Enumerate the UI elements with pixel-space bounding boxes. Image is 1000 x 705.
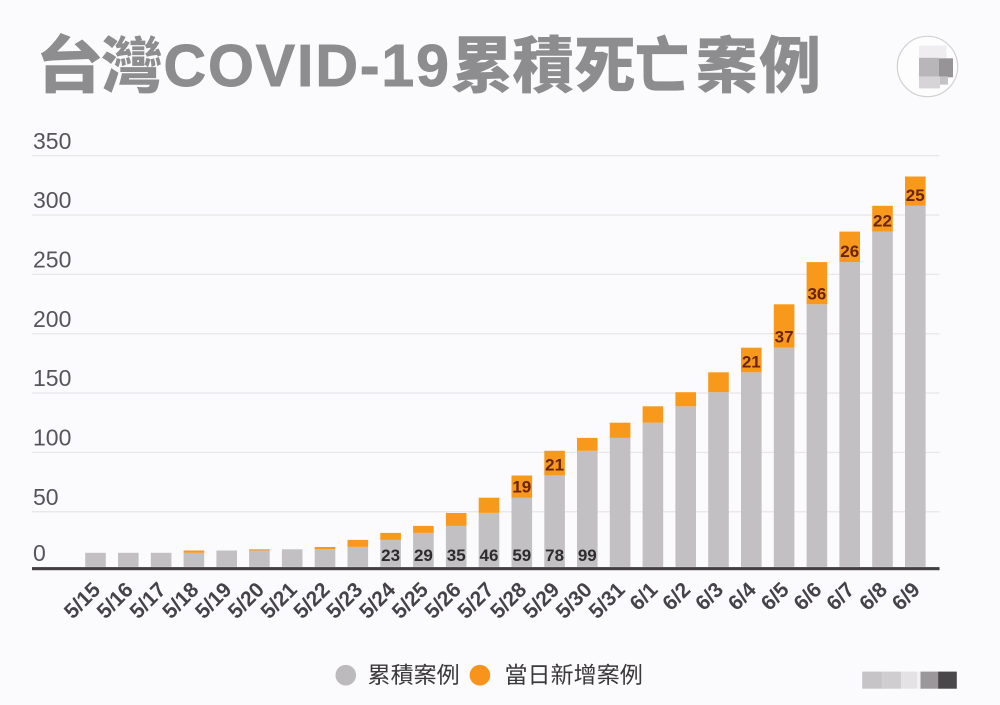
svg-text:100: 100	[33, 425, 71, 451]
svg-text:150: 150	[33, 365, 71, 391]
svg-text:23: 23	[381, 546, 400, 565]
svg-text:21: 21	[545, 456, 564, 475]
svg-text:78: 78	[545, 546, 564, 565]
svg-text:37: 37	[775, 328, 794, 347]
svg-text:36: 36	[807, 284, 826, 303]
svg-text:59: 59	[512, 546, 531, 565]
svg-text:29: 29	[414, 546, 433, 565]
svg-text:46: 46	[480, 546, 499, 565]
svg-text:COVID-19: COVID-19	[164, 33, 451, 99]
svg-text:250: 250	[33, 247, 71, 273]
svg-text:200: 200	[33, 306, 71, 332]
svg-text:25: 25	[906, 186, 925, 205]
svg-text:35: 35	[447, 546, 466, 565]
svg-text:22: 22	[873, 212, 892, 231]
svg-text:300: 300	[33, 187, 71, 213]
svg-text:350: 350	[33, 128, 71, 154]
svg-text:99: 99	[578, 546, 597, 565]
svg-text:0: 0	[33, 540, 46, 566]
svg-text:19: 19	[512, 478, 531, 497]
svg-text:21: 21	[742, 352, 761, 371]
svg-text:50: 50	[33, 484, 59, 510]
svg-text:26: 26	[840, 242, 859, 261]
